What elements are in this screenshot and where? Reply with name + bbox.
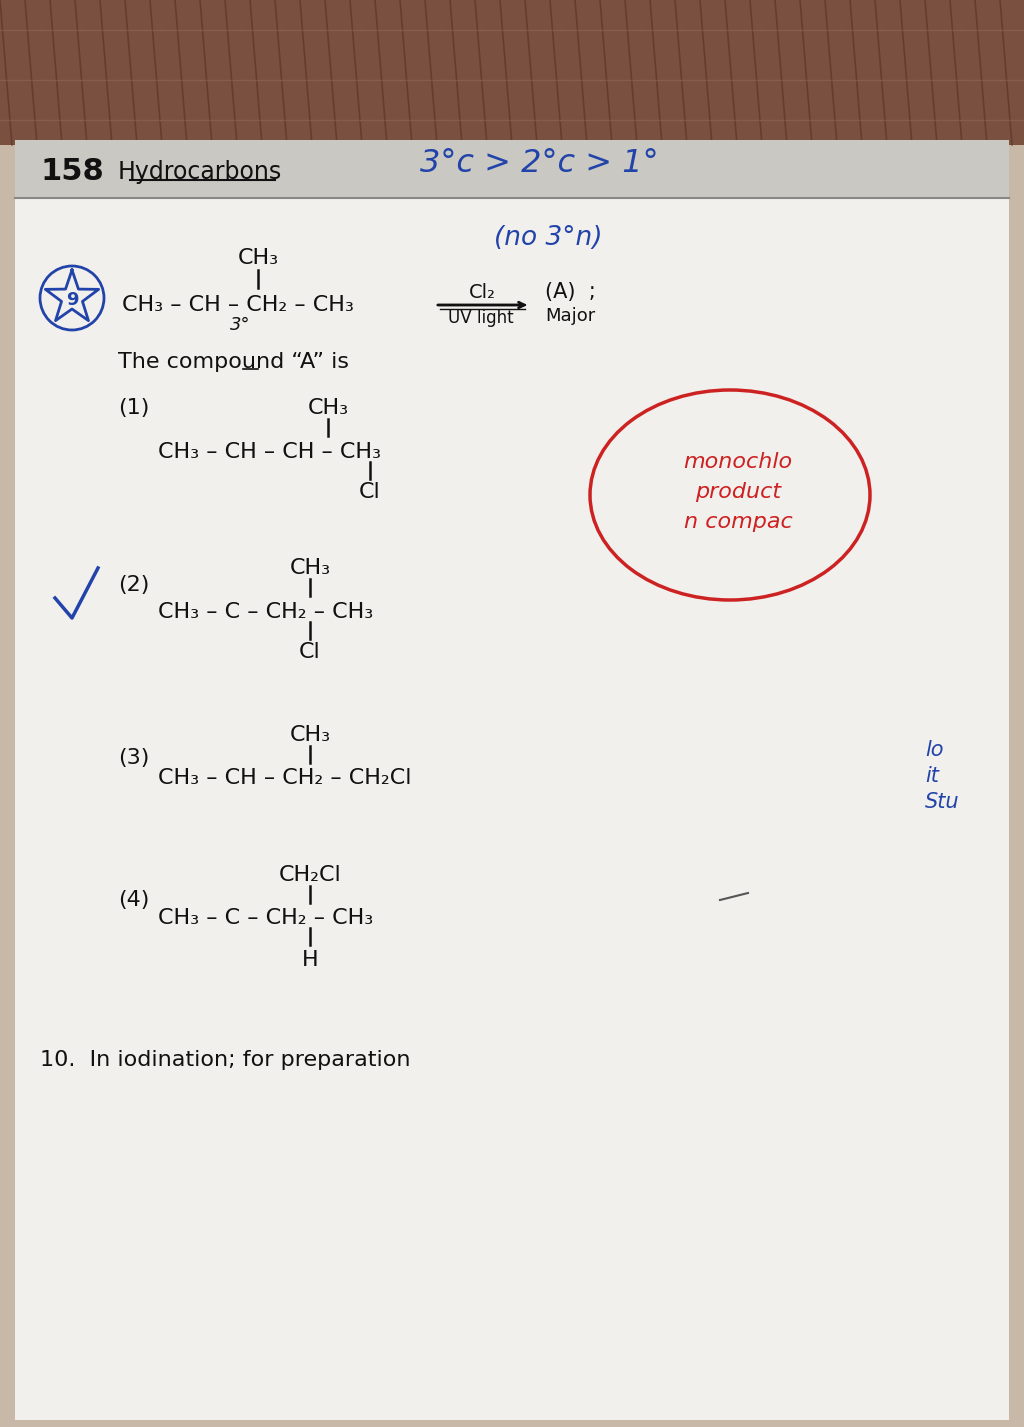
Text: CH₃ – C – CH₂ – CH₃: CH₃ – C – CH₂ – CH₃	[158, 908, 374, 928]
Text: product: product	[695, 482, 781, 502]
Text: 10.  In iodination; for preparation: 10. In iodination; for preparation	[40, 1050, 411, 1070]
Text: (4): (4)	[118, 890, 150, 910]
Text: (A)  ;: (A) ;	[545, 283, 596, 303]
Text: monochlo: monochlo	[683, 452, 793, 472]
Text: CH₃ – CH – CH₂ – CH₃: CH₃ – CH – CH₂ – CH₃	[122, 295, 354, 315]
Text: CH₃ – CH – CH – CH₃: CH₃ – CH – CH – CH₃	[158, 442, 381, 462]
Text: 3°: 3°	[229, 315, 250, 334]
Text: Cl₂: Cl₂	[469, 284, 496, 303]
Text: n compac: n compac	[684, 512, 793, 532]
Text: Stu: Stu	[925, 792, 959, 812]
Text: (1): (1)	[118, 398, 150, 418]
Text: Major: Major	[545, 307, 595, 325]
Text: 3°c > 2°c > 1°: 3°c > 2°c > 1°	[420, 147, 658, 178]
Text: CH₂Cl: CH₂Cl	[279, 865, 341, 885]
Text: CH₃: CH₃	[238, 248, 279, 268]
Text: UV light: UV light	[449, 310, 514, 327]
Text: The compound “A” is: The compound “A” is	[118, 352, 349, 372]
Text: H: H	[302, 950, 318, 970]
Text: 158: 158	[40, 157, 103, 187]
Text: CH₃: CH₃	[290, 725, 331, 745]
Text: Cl: Cl	[359, 482, 381, 502]
Text: Cl: Cl	[299, 642, 321, 662]
Text: CH₃: CH₃	[307, 398, 348, 418]
Text: Hydrocarbons: Hydrocarbons	[118, 160, 283, 184]
Text: CH₃: CH₃	[290, 558, 331, 578]
Text: lo: lo	[925, 741, 943, 761]
Bar	[15, 140, 1009, 1420]
Text: CH₃ – CH – CH₂ – CH₂Cl: CH₃ – CH – CH₂ – CH₂Cl	[158, 768, 412, 788]
Bar	[0, 0, 1024, 146]
Text: CH₃ – C – CH₂ – CH₃: CH₃ – C – CH₂ – CH₃	[158, 602, 374, 622]
Text: it: it	[925, 766, 939, 786]
Text: 9: 9	[66, 291, 78, 310]
Bar	[15, 140, 1009, 198]
Text: (no 3°n): (no 3°n)	[494, 225, 602, 251]
Text: (2): (2)	[118, 575, 150, 595]
Text: (3): (3)	[118, 748, 150, 768]
